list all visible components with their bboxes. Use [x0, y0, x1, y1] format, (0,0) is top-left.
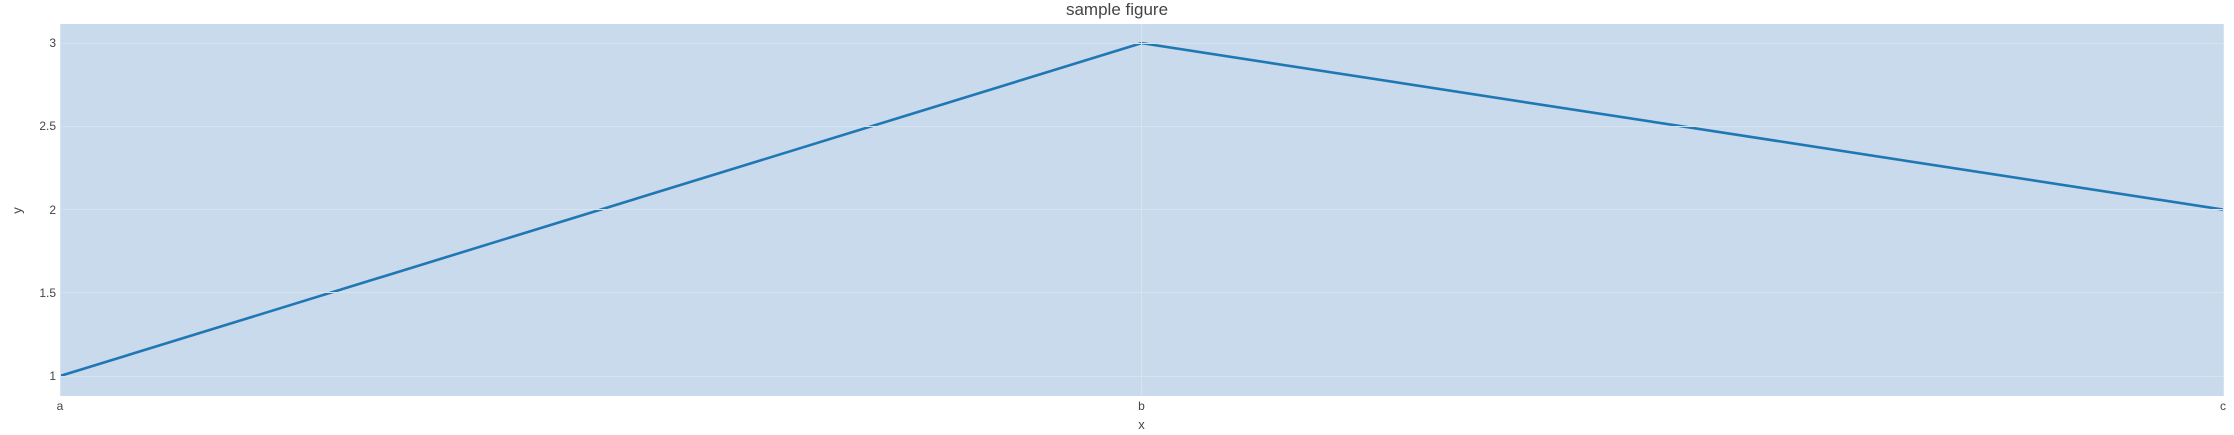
y-tick-label: 2.5	[39, 119, 56, 134]
y-tick-label: 2	[49, 202, 56, 217]
y-tick-label: 1	[49, 369, 56, 384]
x-tick-label: a	[56, 399, 64, 413]
y-tick-label: 3	[49, 36, 56, 51]
chart-title: sample figure	[1065, 0, 1169, 19]
x-tick-label: b	[1138, 399, 1145, 413]
x-axis-title: x	[1138, 417, 1145, 432]
vertical-gridline	[59, 24, 61, 396]
vertical-gridline	[2222, 24, 2224, 396]
plot-area[interactable]	[59, 24, 2224, 396]
vertical-gridline	[1141, 24, 1142, 396]
x-tick-label: c	[2220, 399, 2226, 413]
y-tick-label: 1.5	[39, 285, 56, 300]
